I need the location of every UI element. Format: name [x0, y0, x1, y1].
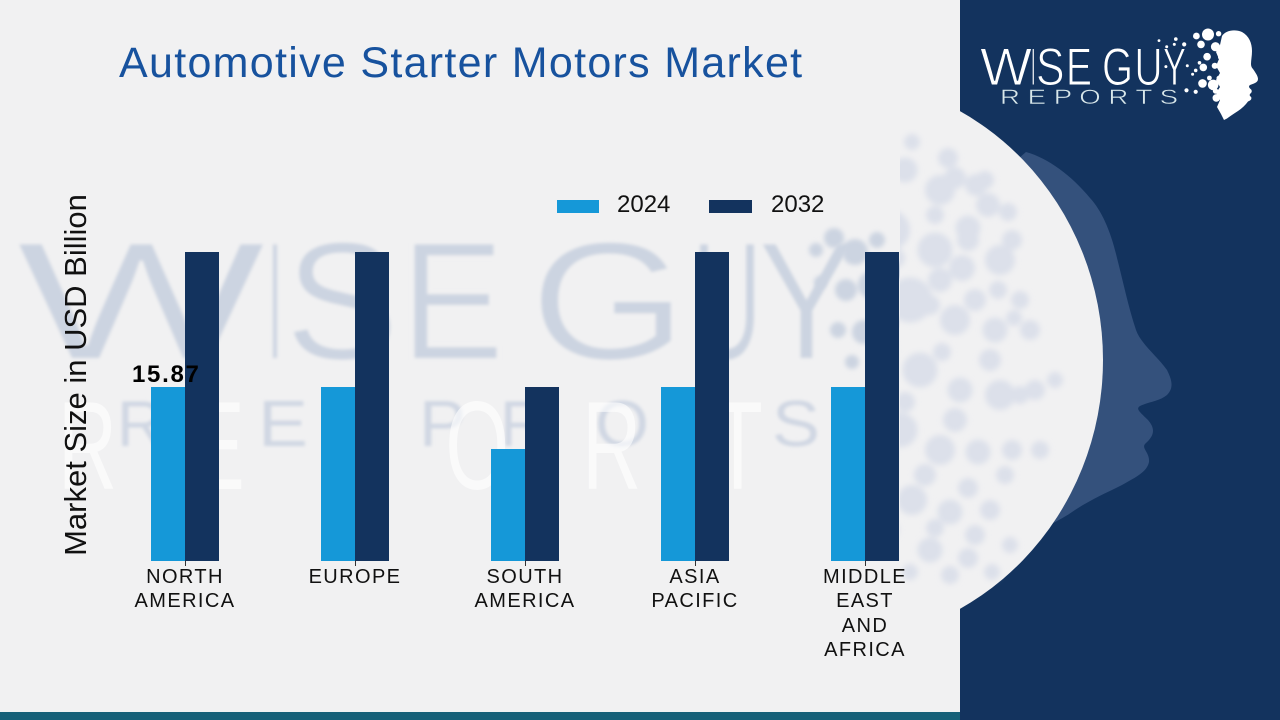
svg-text:E: E	[401, 207, 504, 395]
svg-text:P: P	[419, 387, 466, 460]
svg-text:U: U	[1135, 38, 1163, 97]
svg-text:O: O	[595, 387, 649, 460]
svg-text:Y: Y	[758, 207, 855, 395]
svg-text:I: I	[1031, 38, 1036, 97]
svg-text:S: S	[1036, 38, 1065, 97]
svg-text:R E P O R T S: R E P O R T S	[1000, 85, 1178, 109]
svg-text:W: W	[980, 38, 1032, 97]
svg-text:I: I	[268, 207, 282, 395]
svg-text:W: W	[16, 207, 266, 395]
svg-text:E: E	[258, 387, 308, 460]
svg-text:S: S	[772, 387, 820, 460]
svg-text:E: E	[1066, 38, 1092, 97]
svg-text:G: G	[1102, 38, 1133, 97]
svg-text:G: G	[530, 207, 687, 395]
